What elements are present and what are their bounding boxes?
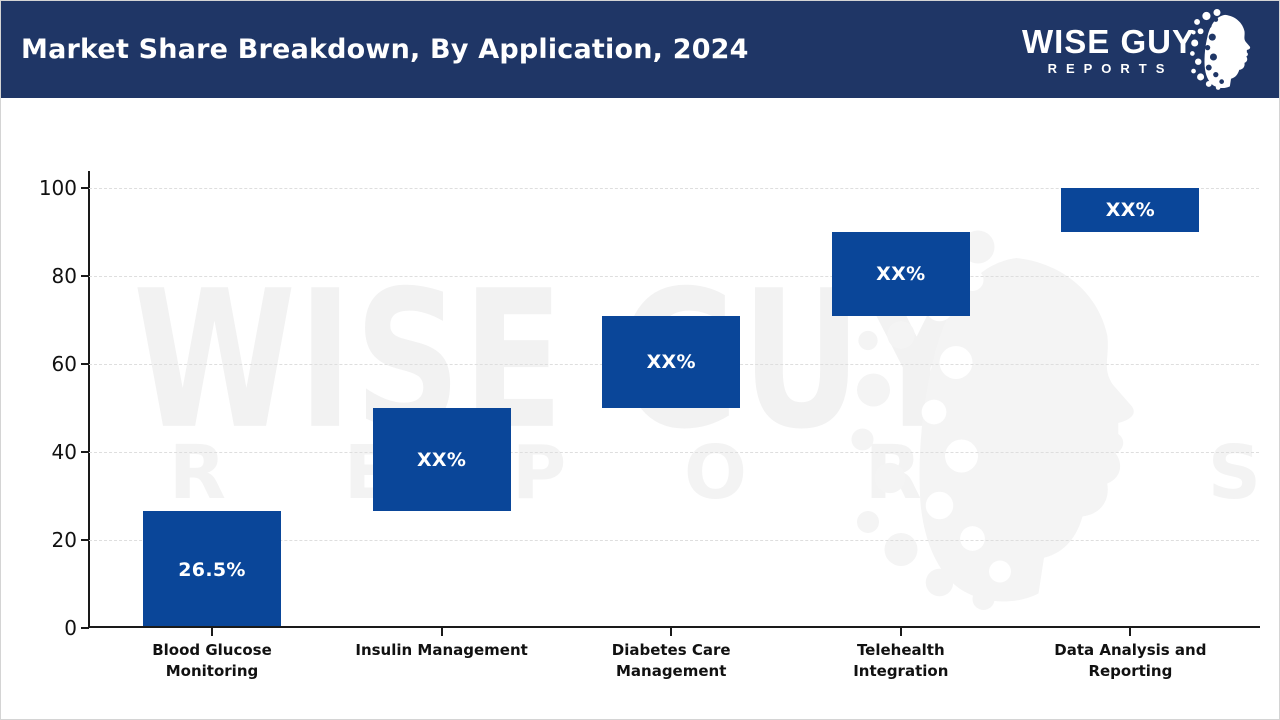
logo-wordmark: WISE GUY [1021,22,1195,60]
gridline [89,188,1259,189]
bar-segment: XX% [831,232,970,316]
category-label: Telehealth Integration [853,641,949,680]
y-axis-tick [81,627,89,629]
logo-subtitle: REPORTS [1047,60,1174,76]
bar-segment: XX% [602,315,741,408]
y-axis-tick-label: 40 [51,440,77,464]
y-axis-tick [81,187,89,189]
bar-value-label: XX% [646,350,696,373]
bar-value-label: XX% [876,262,926,285]
x-axis-line [88,626,1260,628]
gridline [89,540,1259,541]
x-axis-tick [1129,628,1132,636]
bar-segment: 26.5% [143,511,281,628]
y-axis-tick-label: 60 [51,352,77,376]
bar-value-label: 26.5% [178,558,246,581]
wiseguy-logo: WISE GUY REPORTS [1022,9,1267,91]
chart-area: WISE GUY R E P O R T S 0 20 40 60 80 100 26.5%… [1,98,1279,719]
x-axis-tick [899,628,902,636]
head-logo-icon [1190,9,1251,90]
x-axis-tick [670,628,673,636]
category-label: Blood Glucose Monitoring [152,641,272,680]
x-axis-tick [211,628,213,636]
y-axis-tick [81,451,89,453]
category-label: Diabetes Care Management [611,641,731,680]
gridline [89,452,1259,453]
y-axis-tick-label: 0 [64,616,77,640]
category-label: Insulin Management [355,641,528,659]
bar-value-label: XX% [1105,199,1156,221]
chart-title: Market Share Breakdown, By Application, … [21,34,749,65]
y-axis-tick [81,363,89,365]
gridline [89,276,1259,277]
x-axis-tick [440,628,443,636]
bar-segment: XX% [372,408,511,512]
bar-value-label: XX% [416,448,467,471]
wiseguy-logo-text: WISE GUY REPORTS [1022,25,1195,76]
y-axis-tick [81,275,89,277]
y-axis-tick-label: 80 [51,264,77,288]
watermark-wordmark: WISE GUY [133,249,972,472]
bar-segment: XX% [1061,188,1200,232]
y-axis-line [88,171,90,628]
y-axis-tick-label: 20 [51,528,77,552]
y-axis-tick-label: 100 [38,176,77,200]
header: Market Share Breakdown, By Application, … [1,1,1279,98]
category-label: Data Analysis and Reporting [1054,641,1207,680]
y-axis-tick [81,539,89,541]
